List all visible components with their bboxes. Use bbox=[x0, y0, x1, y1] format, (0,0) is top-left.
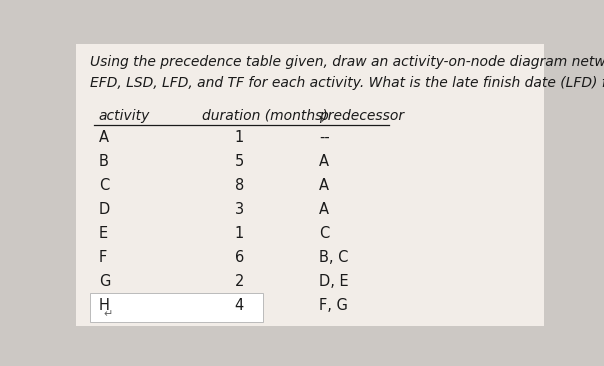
Text: 5: 5 bbox=[235, 154, 244, 169]
Text: A: A bbox=[319, 154, 329, 169]
Text: 4: 4 bbox=[235, 298, 244, 313]
Text: A: A bbox=[99, 130, 109, 145]
Text: --: -- bbox=[319, 130, 330, 145]
FancyBboxPatch shape bbox=[89, 293, 263, 321]
Text: G: G bbox=[99, 274, 111, 289]
Text: D, E: D, E bbox=[319, 274, 349, 289]
Text: EFD, LSD, LFD, and TF for each activity. What is the late finish date (LFD) for : EFD, LSD, LFD, and TF for each activity.… bbox=[89, 76, 604, 90]
Text: B: B bbox=[99, 154, 109, 169]
Text: activity: activity bbox=[99, 109, 150, 123]
Text: 1: 1 bbox=[235, 130, 244, 145]
Text: A: A bbox=[319, 202, 329, 217]
Text: predecessor: predecessor bbox=[319, 109, 404, 123]
Text: F: F bbox=[99, 250, 107, 265]
Text: 1: 1 bbox=[235, 226, 244, 241]
Text: 6: 6 bbox=[235, 250, 244, 265]
Text: F, G: F, G bbox=[319, 298, 348, 313]
Text: 8: 8 bbox=[235, 178, 244, 193]
Text: B, C: B, C bbox=[319, 250, 349, 265]
FancyBboxPatch shape bbox=[76, 44, 544, 326]
Text: duration (months): duration (months) bbox=[202, 109, 327, 123]
Text: Using the precedence table given, draw an activity-on-node diagram network and d: Using the precedence table given, draw a… bbox=[89, 55, 604, 69]
Text: 3: 3 bbox=[235, 202, 244, 217]
Text: C: C bbox=[319, 226, 329, 241]
Text: A: A bbox=[319, 178, 329, 193]
Text: D: D bbox=[99, 202, 110, 217]
Text: ↵: ↵ bbox=[104, 309, 113, 319]
Text: 2: 2 bbox=[234, 274, 244, 289]
Text: E: E bbox=[99, 226, 108, 241]
Text: H: H bbox=[99, 298, 110, 313]
Text: C: C bbox=[99, 178, 109, 193]
